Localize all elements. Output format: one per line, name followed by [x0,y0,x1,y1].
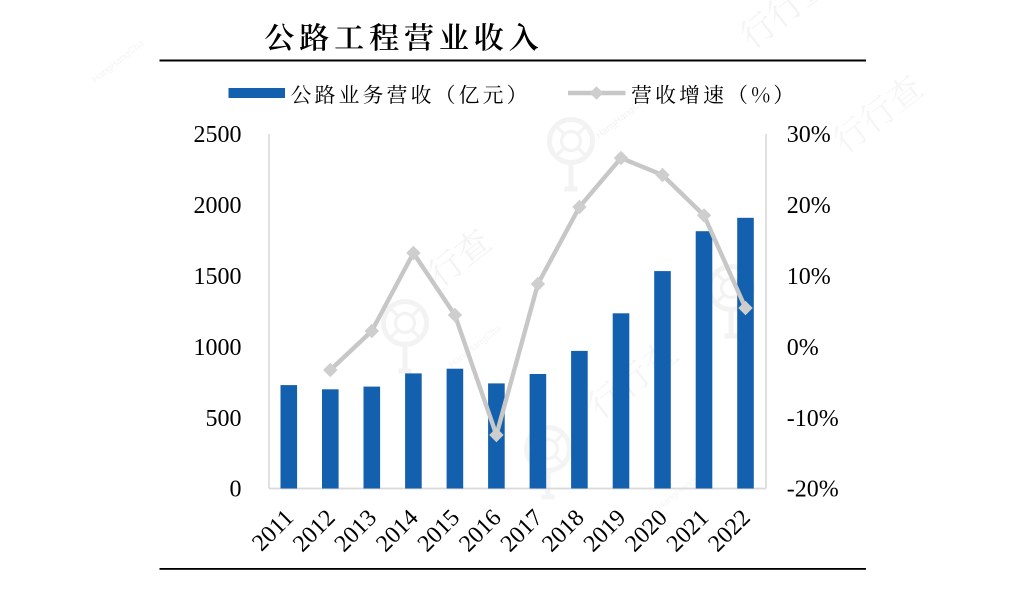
svg-text:-10%: -10% [787,406,839,432]
svg-text:0%: 0% [787,335,819,361]
svg-text:2000: 2000 [194,193,242,219]
svg-text:1500: 1500 [194,264,242,290]
svg-text:-20%: -20% [787,477,839,503]
svg-text:20%: 20% [787,193,831,219]
svg-text:1000: 1000 [194,335,242,361]
svg-text:500: 500 [206,406,242,432]
svg-text:10%: 10% [787,264,831,290]
svg-text:30%: 30% [787,122,831,148]
svg-text:0: 0 [230,477,242,503]
svg-text:2500: 2500 [194,122,242,148]
